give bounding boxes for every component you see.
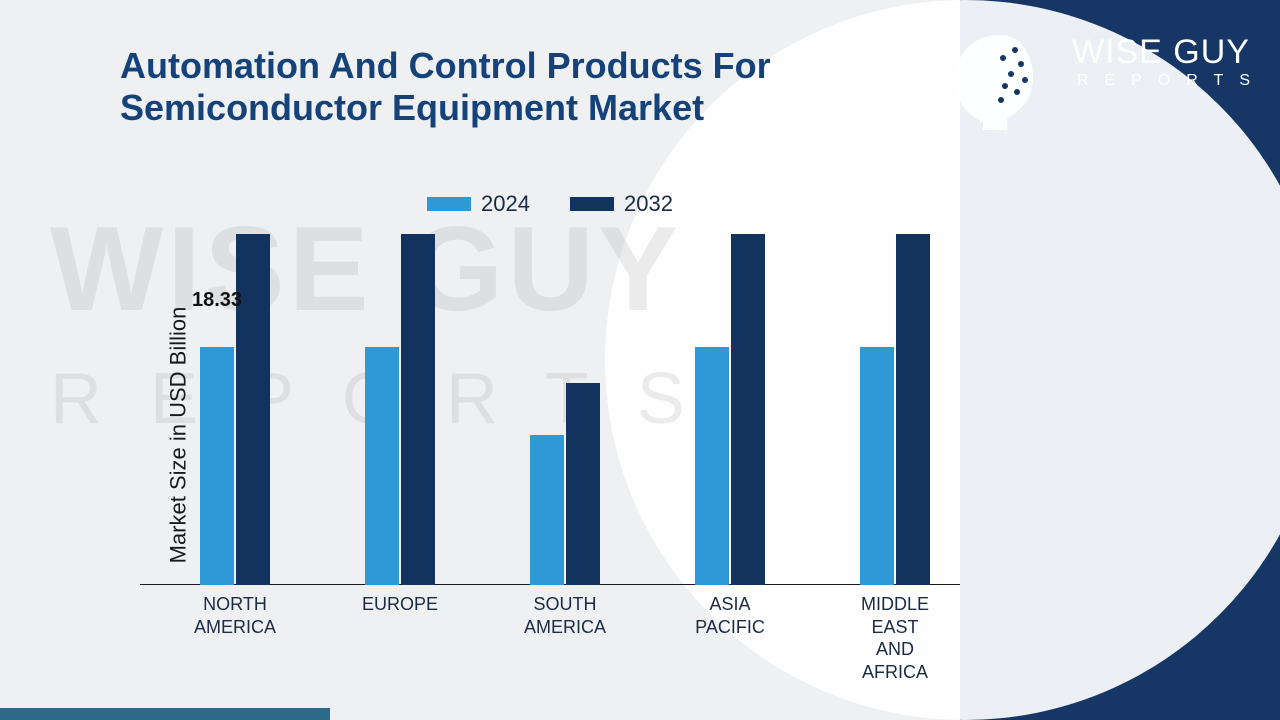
bar: [566, 383, 600, 585]
chart-area: Market Size in USD Billion 20242032 NORT…: [60, 165, 960, 705]
plot-area: 20242032 NORTH AMERICAEUROPESOUTH AMERIC…: [140, 195, 960, 585]
bar: [401, 234, 435, 585]
legend-label: 2032: [624, 191, 673, 217]
bar-value-label: 18.33: [192, 289, 242, 318]
category-label: NORTH AMERICA: [165, 585, 305, 638]
brand-logo-sub: REPORTS: [1072, 73, 1266, 89]
legend-item: 2032: [570, 191, 673, 217]
legend-swatch: [427, 197, 471, 211]
bar: [896, 234, 930, 585]
bar: [695, 347, 729, 585]
bar: [731, 234, 765, 585]
legend-swatch: [570, 197, 614, 211]
category-label: MIDDLE EAST AND AFRICA: [825, 585, 965, 683]
bar: [200, 347, 234, 585]
category-label: ASIA PACIFIC: [660, 585, 800, 638]
chart-title: Automation And Control Products For Semi…: [120, 45, 840, 129]
brand-logo-main: WISE GUY: [1072, 35, 1250, 69]
bar-group: MIDDLE EAST AND AFRICA: [860, 234, 930, 585]
bar: [236, 234, 270, 585]
bar-group: EUROPE: [365, 234, 435, 585]
infographic-canvas: WISE GUY REPORTS WISE GUY REPORTS Automa…: [0, 0, 1280, 720]
legend-item: 2024: [427, 191, 530, 217]
category-label: SOUTH AMERICA: [495, 585, 635, 638]
bar-group: SOUTH AMERICA: [530, 383, 600, 585]
category-label: EUROPE: [330, 585, 470, 616]
bar-group: ASIA PACIFIC: [695, 234, 765, 585]
bar: [860, 347, 894, 585]
legend: 2024 2032: [140, 191, 960, 217]
bar: [530, 435, 564, 585]
bar-group: NORTH AMERICA: [200, 234, 270, 585]
brand-logo: WISE GUY REPORTS: [1072, 35, 1250, 89]
brand-head-icon: [945, 30, 1035, 130]
bar: [365, 347, 399, 585]
legend-label: 2024: [481, 191, 530, 217]
footer-accent-bar: [0, 708, 330, 720]
